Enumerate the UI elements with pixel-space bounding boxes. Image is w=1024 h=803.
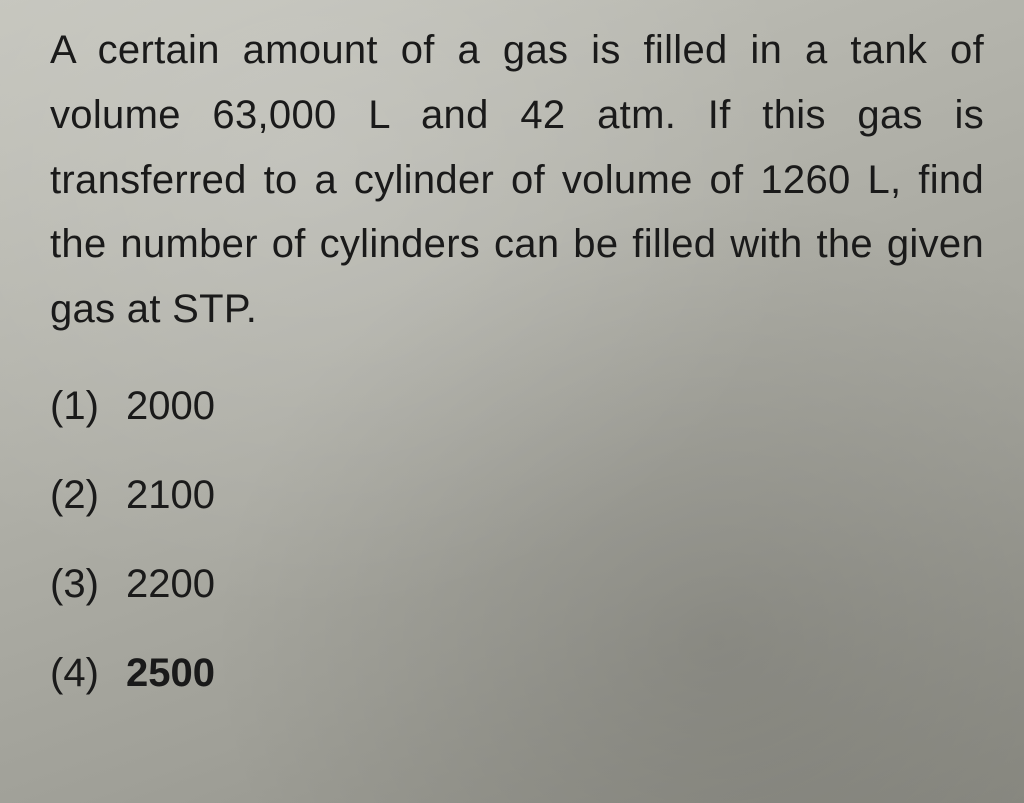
option-2: (2) 2100: [50, 473, 984, 518]
option-value: 2100: [126, 473, 215, 518]
question-text: A certain amount of a gas is filled in a…: [50, 18, 984, 342]
option-number: (3): [50, 562, 108, 607]
option-1: (1) 2000: [50, 384, 984, 429]
option-number: (4): [50, 651, 108, 696]
option-value: 2500: [126, 651, 215, 696]
option-value: 2200: [126, 562, 215, 607]
option-3: (3) 2200: [50, 562, 984, 607]
option-4: (4) 2500: [50, 651, 984, 696]
option-number: (2): [50, 473, 108, 518]
question-page: A certain amount of a gas is filled in a…: [0, 0, 1024, 803]
option-value: 2000: [126, 384, 215, 429]
option-number: (1): [50, 384, 108, 429]
options-list: (1) 2000 (2) 2100 (3) 2200 (4) 2500: [50, 384, 984, 696]
